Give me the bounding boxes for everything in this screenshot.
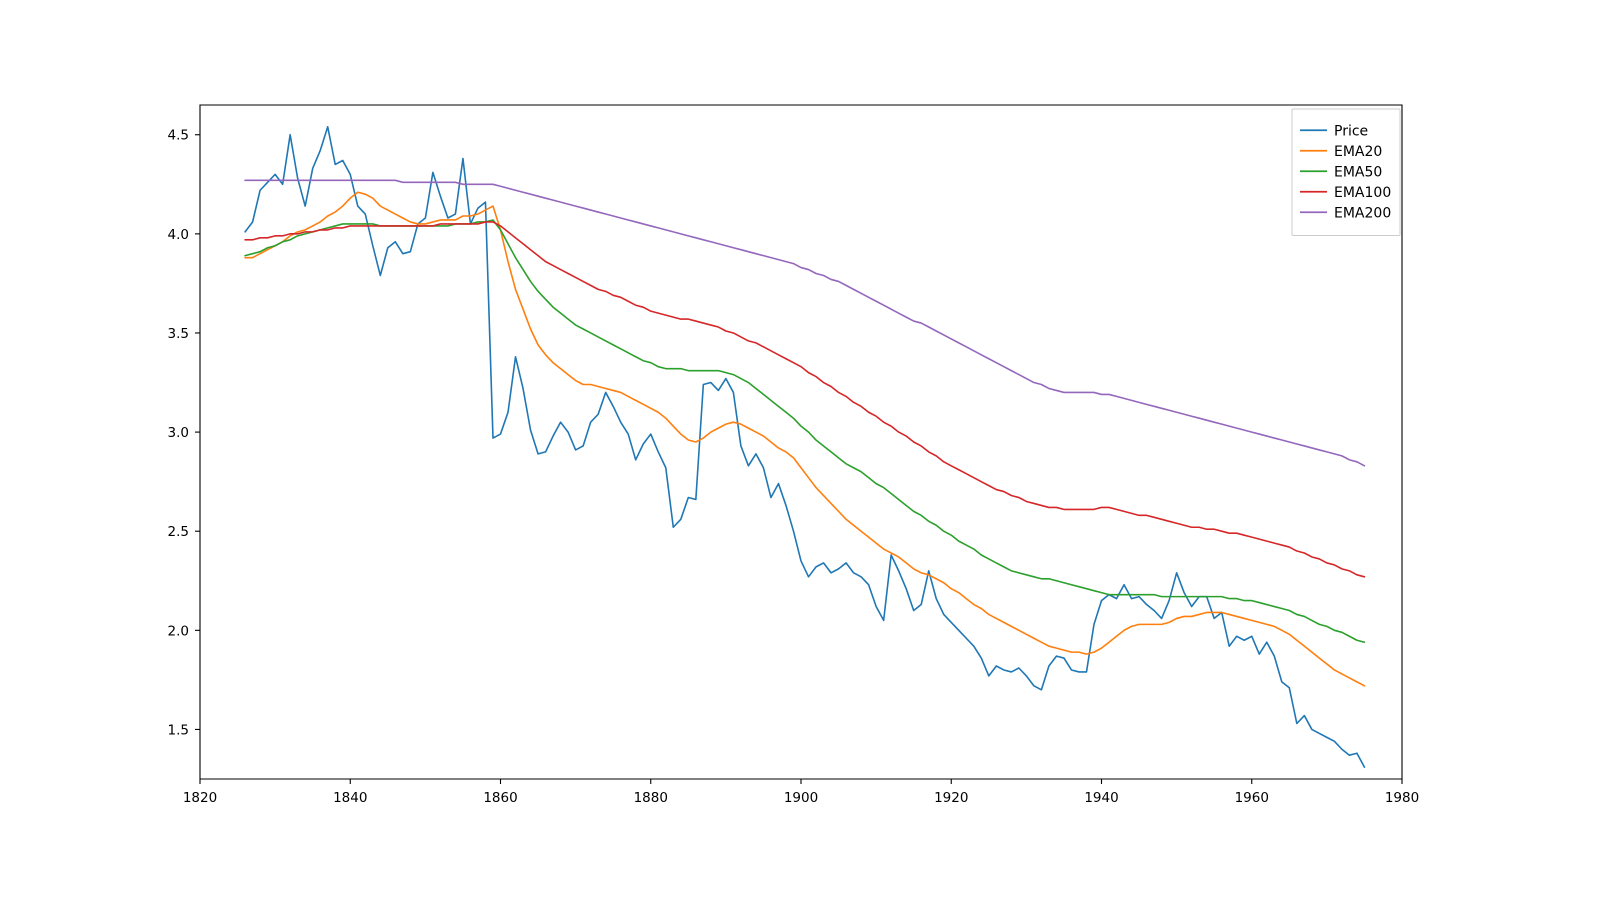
y-tick-label: 1.5 [168,722,189,738]
series-line-price [244,126,1366,768]
legend-label-ema20: EMA20 [1334,144,1382,160]
x-tick-label: 1980 [1385,790,1419,806]
x-tick-label: 1960 [1235,790,1269,806]
series-line-ema200 [244,179,1366,467]
legend-label-price: Price [1334,123,1368,139]
y-tick-label: 2.0 [168,623,189,639]
series-line-ema100 [244,221,1366,578]
y-tick-label: 3.0 [168,425,189,441]
x-tick-label: 1900 [784,790,818,806]
series-line-ema50 [244,219,1366,644]
y-axis-ticks: 1.5 2.0 2.5 3.0 3.5 4.0 4.5 [168,128,200,738]
y-tick-label: 3.5 [168,326,189,342]
chart-legend: Price EMA20 EMA50 EMA100 EMA200 [1291,108,1401,236]
x-tick-label: 1880 [634,790,668,806]
legend-label-ema200: EMA200 [1334,205,1391,221]
y-tick-label: 4.5 [168,128,189,144]
y-tick-label: 2.5 [168,524,189,540]
x-tick-label: 1840 [333,790,367,806]
data-series-group [244,126,1366,768]
legend-label-ema100: EMA100 [1334,185,1391,201]
x-tick-label: 1940 [1084,790,1118,806]
y-tick-label: 4.0 [168,227,189,243]
legend-label-ema50: EMA50 [1334,164,1382,180]
x-tick-label: 1820 [183,790,217,806]
x-tick-label: 1920 [934,790,968,806]
x-axis-ticks: 1820 1840 1860 1880 1900 1920 1940 1960 1980 [183,779,1419,806]
series-line-ema20 [244,191,1366,687]
legend-background [1291,108,1401,236]
x-tick-label: 1860 [483,790,517,806]
